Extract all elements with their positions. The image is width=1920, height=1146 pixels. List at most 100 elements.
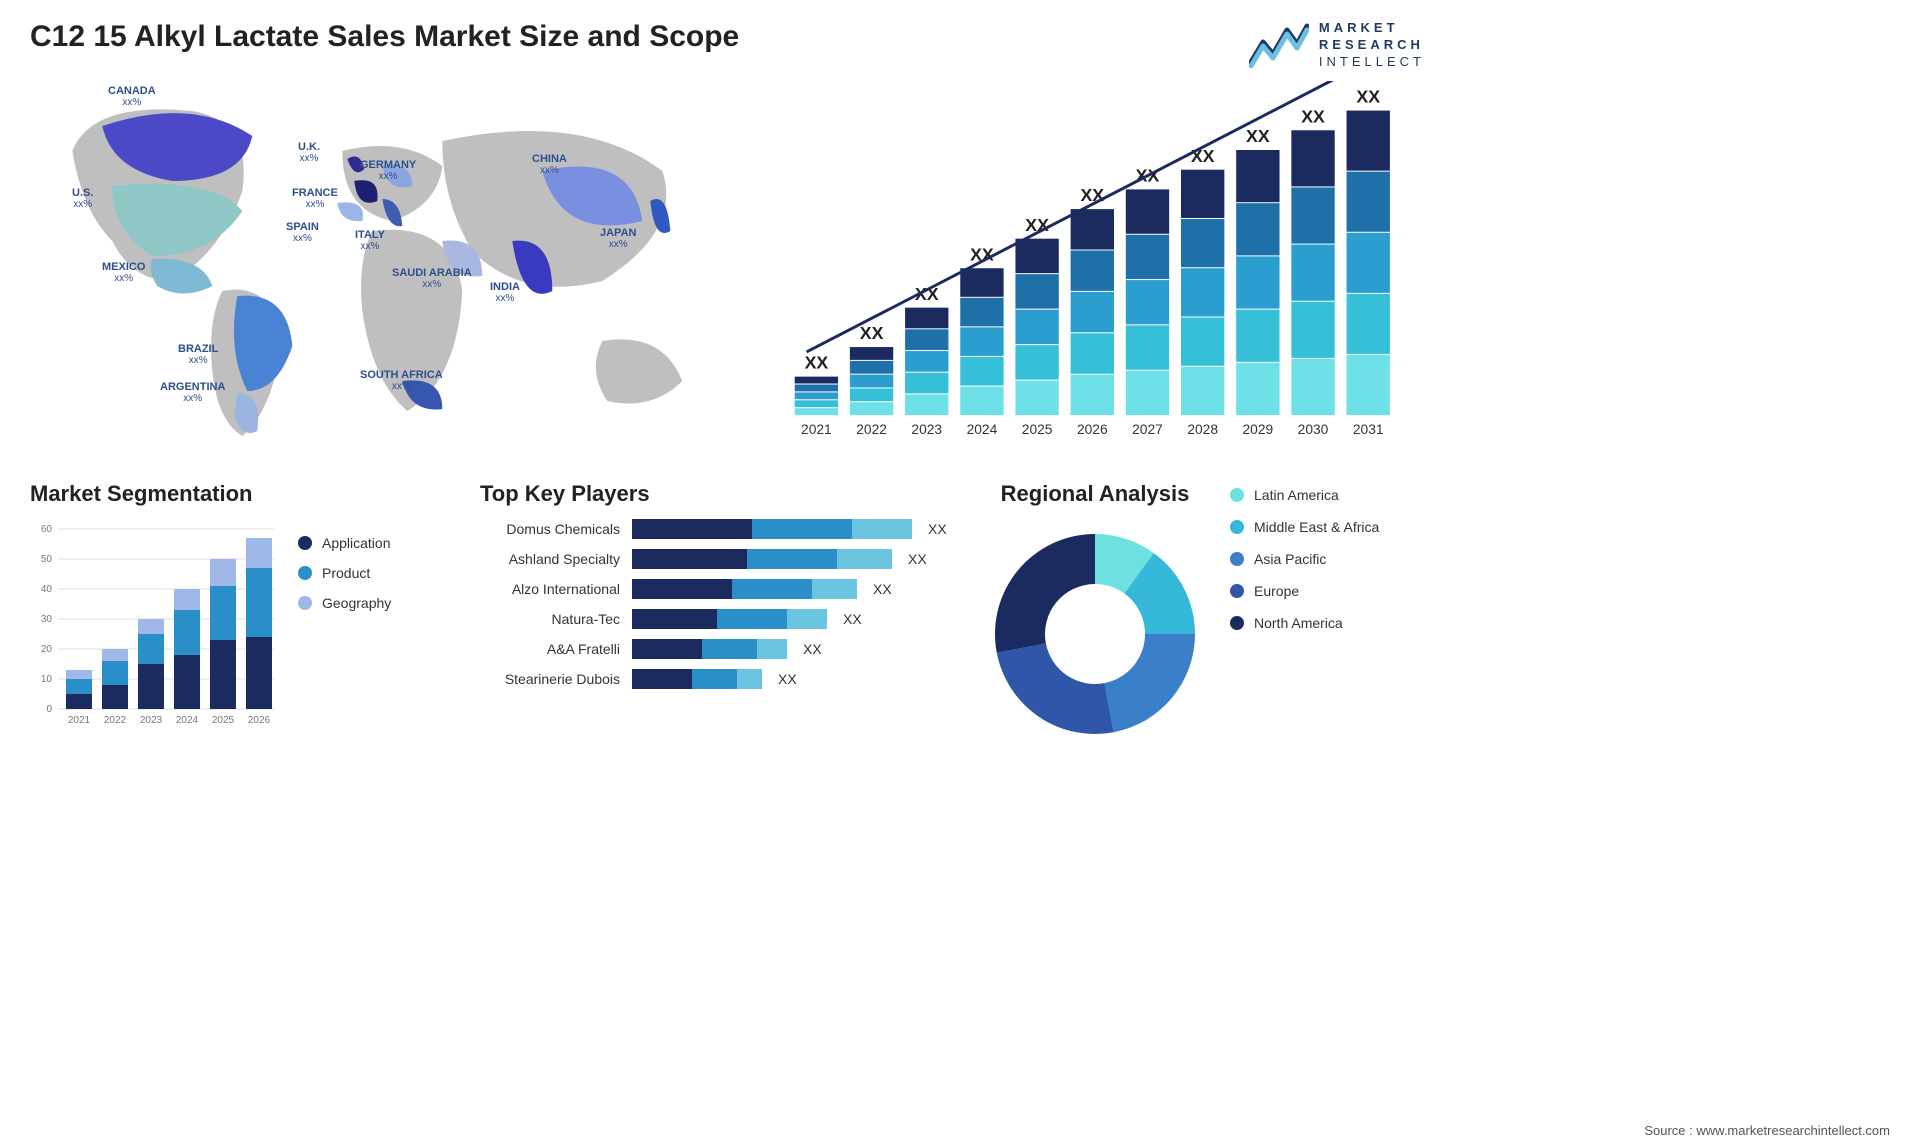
player-bar-seg (632, 519, 752, 539)
growth-bar-seg (794, 408, 837, 415)
growth-year-label: 2031 (1352, 421, 1383, 436)
svg-text:60: 60 (41, 524, 53, 535)
growth-bar-seg (1291, 187, 1334, 243)
logo-icon (1249, 22, 1309, 68)
growth-bar-seg (905, 329, 948, 350)
seg-bar-seg (66, 670, 92, 679)
regional-legend: Latin AmericaMiddle East & AfricaAsia Pa… (1230, 487, 1379, 631)
growth-bar-label: XX (1356, 86, 1380, 106)
svg-text:50: 50 (41, 554, 53, 565)
growth-bar-seg (1346, 294, 1389, 354)
growth-bar-seg (794, 392, 837, 399)
player-bar (632, 669, 762, 689)
legend-label: Geography (322, 595, 391, 611)
growth-bar-seg (1125, 234, 1168, 278)
growth-year-label: 2026 (1077, 421, 1108, 436)
growth-bar-label: XX (859, 323, 883, 343)
player-bar-seg (852, 519, 912, 539)
growth-bar-seg (1015, 345, 1058, 379)
growth-bar-seg (1015, 380, 1058, 414)
growth-bar-seg (1346, 110, 1389, 170)
growth-bar-seg (849, 374, 892, 387)
growth-bar-seg (905, 372, 948, 393)
player-row: Alzo InternationalXX (480, 579, 950, 599)
growth-year-label: 2023 (911, 421, 942, 436)
seg-bar-seg (66, 694, 92, 709)
logo-text: MARKET RESEARCH INTELLECT (1319, 20, 1425, 71)
growth-bar-seg (1291, 359, 1334, 415)
growth-bar-seg (960, 357, 1003, 386)
segmentation-chart: 0102030405060202120222023202420252026 (30, 519, 280, 729)
player-name: Alzo International (480, 581, 620, 597)
players-list: Domus ChemicalsXXAshland SpecialtyXXAlzo… (480, 519, 950, 689)
seg-bar-seg (210, 586, 236, 640)
svg-text:30: 30 (41, 614, 53, 625)
growth-bar-seg (1236, 203, 1279, 255)
growth-bar-seg (905, 307, 948, 328)
growth-year-label: 2025 (1021, 421, 1052, 436)
growth-bar-label: XX (1080, 185, 1104, 205)
growth-bar-seg (1070, 292, 1113, 332)
growth-bar-seg (1291, 301, 1334, 357)
player-bar-seg (632, 609, 717, 629)
donut-slice (1104, 634, 1195, 732)
page-title: C12 15 Alkyl Lactate Sales Market Size a… (30, 20, 739, 54)
seg-bar-seg (102, 661, 128, 685)
growth-bar-seg (1236, 363, 1279, 415)
growth-bar-seg (1236, 150, 1279, 202)
legend-label: Europe (1254, 583, 1299, 599)
legend-dot (1230, 616, 1244, 630)
map-label: ARGENTINAxx% (160, 381, 225, 405)
seg-bar-seg (246, 568, 272, 637)
seg-bar-seg (174, 655, 200, 709)
player-bar-seg (632, 639, 702, 659)
svg-text:2023: 2023 (140, 715, 163, 726)
seg-bar-seg (246, 637, 272, 709)
seg-bar-seg (102, 649, 128, 661)
growth-bar-seg (1015, 274, 1058, 308)
map-label: SAUDI ARABIAxx% (392, 267, 472, 291)
map-label: MEXICOxx% (102, 261, 145, 285)
growth-bar-label: XX (1301, 106, 1325, 126)
segmentation-panel: Market Segmentation 01020304050602021202… (30, 481, 450, 749)
growth-bar-seg (905, 351, 948, 372)
player-name: Ashland Specialty (480, 551, 620, 567)
growth-bar-seg (1346, 232, 1389, 292)
growth-bar-seg (1181, 219, 1224, 267)
growth-bar-seg (849, 347, 892, 360)
player-bar-seg (737, 669, 762, 689)
legend-label: North America (1254, 615, 1343, 631)
legend-dot (1230, 584, 1244, 598)
segmentation-title: Market Segmentation (30, 481, 450, 507)
legend-item: Latin America (1230, 487, 1379, 503)
player-bar-seg (732, 579, 812, 599)
growth-bar-seg (1236, 256, 1279, 308)
player-bar-seg (632, 579, 732, 599)
seg-bar-seg (246, 538, 272, 568)
player-bar (632, 519, 912, 539)
growth-bar-seg (1015, 238, 1058, 272)
growth-year-label: 2024 (966, 421, 997, 436)
growth-bar-seg (1125, 189, 1168, 233)
country-brazil (234, 295, 292, 390)
growth-bar-seg (960, 327, 1003, 356)
player-bar-seg (787, 609, 827, 629)
seg-bar-seg (138, 619, 164, 634)
seg-bar-seg (210, 640, 236, 709)
growth-bar-seg (905, 394, 948, 415)
player-bar-seg (702, 639, 757, 659)
regional-title: Regional Analysis (980, 481, 1210, 507)
player-bar (632, 579, 857, 599)
map-label: GERMANYxx% (360, 159, 416, 183)
growth-bar-seg (1291, 130, 1334, 186)
legend-dot (298, 566, 312, 580)
country-spain (337, 202, 363, 221)
map-label: ITALYxx% (355, 229, 385, 253)
growth-bar-seg (1125, 325, 1168, 369)
growth-bar-seg (1070, 374, 1113, 414)
growth-bar-seg (1070, 209, 1113, 249)
legend-item: North America (1230, 615, 1379, 631)
player-bar (632, 549, 892, 569)
player-bar-seg (747, 549, 837, 569)
seg-bar-seg (138, 634, 164, 664)
